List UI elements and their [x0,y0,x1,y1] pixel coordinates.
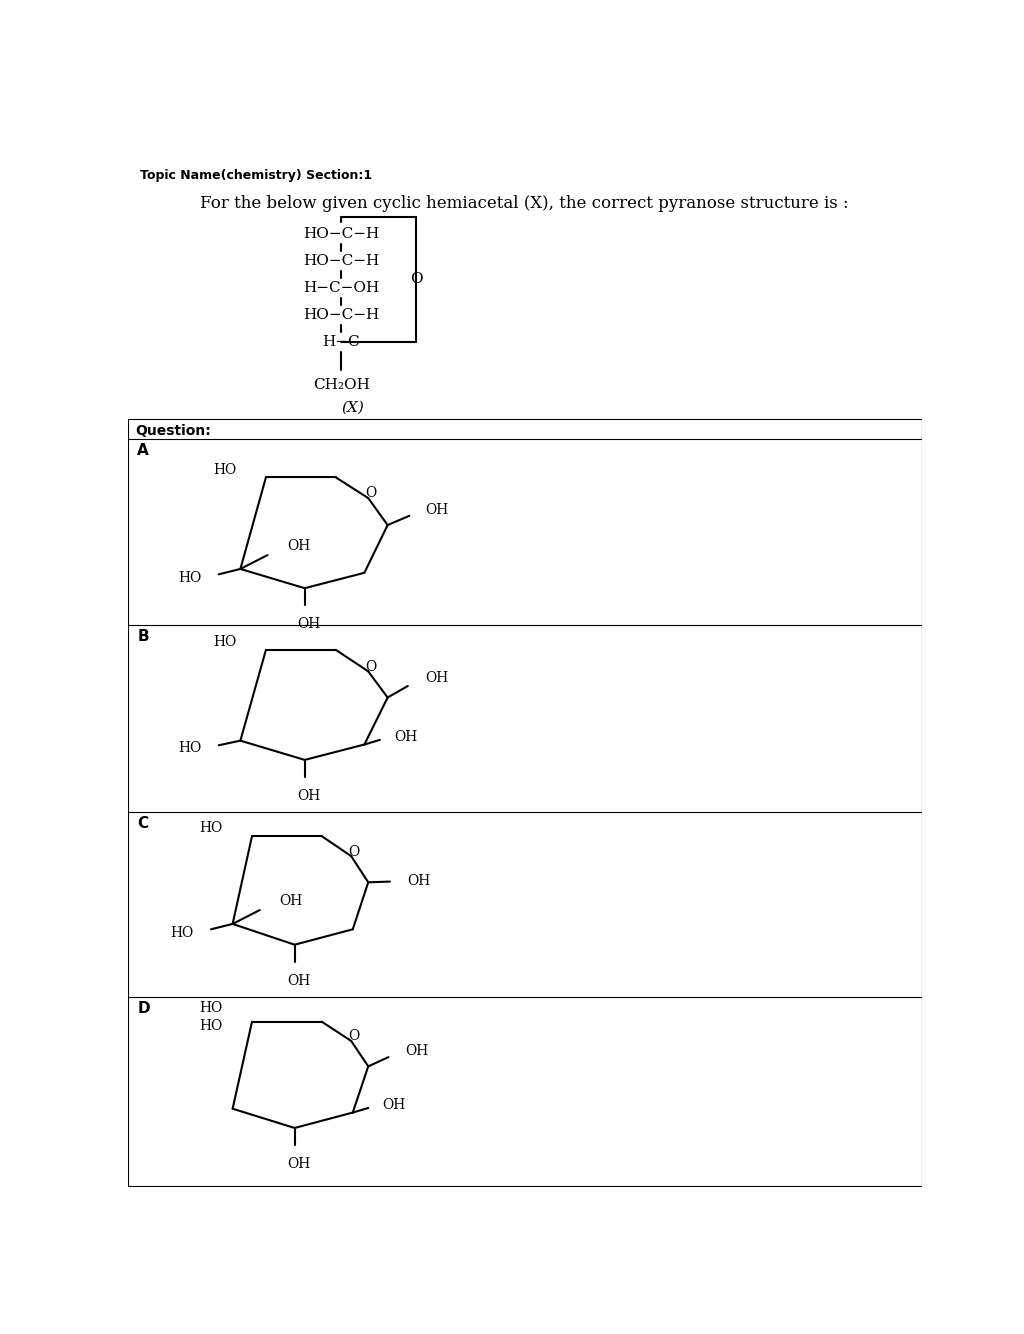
Text: OH: OH [407,874,430,888]
Text: O: O [349,1030,359,1043]
Text: OH: OH [297,790,321,803]
Text: O: O [366,487,377,500]
Text: O: O [366,660,377,674]
Text: OH: OH [287,1157,310,1171]
Text: OH: OH [280,894,302,908]
Text: OH: OH [394,730,417,744]
Text: CH₂OH: CH₂OH [312,378,370,392]
Text: O: O [349,844,359,859]
Text: HO: HO [213,635,237,650]
Text: HO−C−H: HO−C−H [303,253,379,268]
Text: OH: OH [287,539,310,552]
Text: (X): (X) [341,402,365,415]
Text: H−C−OH: H−C−OH [303,281,379,295]
Text: OH: OH [287,974,310,988]
Text: HO: HO [178,571,202,586]
Text: HO: HO [178,742,202,755]
Text: HO: HO [200,1000,222,1015]
Text: HO: HO [200,1019,222,1033]
Text: OH: OH [406,1045,429,1058]
Text: HO: HO [200,822,222,835]
Text: For the below given cyclic hemiacetal (X), the correct pyranose structure is :: For the below given cyclic hemiacetal (X… [201,196,849,212]
Text: D: D [137,1000,150,1017]
Text: HO−C−H: HO−C−H [303,308,379,321]
Text: A: A [137,443,150,458]
Text: H−C: H−C [323,335,360,348]
Text: HO: HO [213,463,237,476]
Text: Question:: Question: [136,424,212,438]
Text: OH: OH [425,503,449,516]
Text: O: O [410,272,423,287]
Text: OH: OH [425,671,449,686]
Text: HO: HO [171,926,194,940]
Text: C: C [137,816,148,831]
Text: OH: OH [297,618,321,631]
Text: B: B [137,630,148,644]
Text: Topic Name(chemistry) Section:1: Topic Name(chemistry) Section:1 [139,169,372,183]
Text: OH: OH [382,1098,406,1111]
Text: HO−C−H: HO−C−H [303,227,379,241]
